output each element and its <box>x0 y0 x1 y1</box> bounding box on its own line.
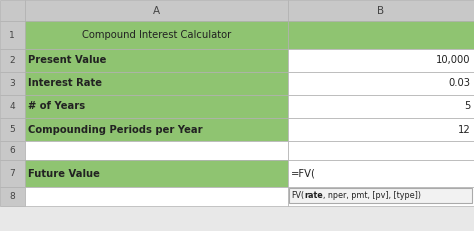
Bar <box>288 160 474 187</box>
Bar <box>25 21 288 49</box>
Bar <box>288 118 474 141</box>
Bar <box>289 188 472 203</box>
Bar <box>288 72 474 95</box>
Text: , nper, pmt, [pv], [type]): , nper, pmt, [pv], [type]) <box>323 191 421 200</box>
Bar <box>288 21 474 49</box>
Text: 0.03: 0.03 <box>449 78 471 88</box>
Text: =FV(: =FV( <box>291 169 316 179</box>
Text: 5: 5 <box>9 125 15 134</box>
Text: 1: 1 <box>9 31 15 40</box>
Bar <box>0 72 25 95</box>
Text: A: A <box>153 6 160 16</box>
Bar <box>25 141 288 160</box>
Bar <box>0 187 25 206</box>
Text: Compounding Periods per Year: Compounding Periods per Year <box>28 125 202 135</box>
Text: # of Years: # of Years <box>28 101 85 112</box>
Bar <box>0 0 25 21</box>
Bar <box>288 187 474 206</box>
Text: 12: 12 <box>458 125 471 135</box>
Text: 10,000: 10,000 <box>436 55 471 65</box>
Bar <box>0 160 25 187</box>
Bar <box>288 49 474 72</box>
Bar <box>25 95 288 118</box>
Text: 6: 6 <box>9 146 15 155</box>
Bar <box>25 0 288 21</box>
Bar <box>25 49 288 72</box>
Text: Interest Rate: Interest Rate <box>28 78 102 88</box>
Bar <box>0 49 25 72</box>
Text: Compound Interest Calculator: Compound Interest Calculator <box>82 30 231 40</box>
Text: B: B <box>377 6 384 16</box>
Text: rate: rate <box>304 191 323 200</box>
Text: 8: 8 <box>9 192 15 201</box>
Bar <box>0 21 25 49</box>
Text: FV(: FV( <box>292 191 304 200</box>
Bar <box>288 141 474 160</box>
Bar <box>288 95 474 118</box>
Text: 7: 7 <box>9 169 15 178</box>
Text: 3: 3 <box>9 79 15 88</box>
Bar <box>0 118 25 141</box>
Bar <box>0 141 25 160</box>
Bar <box>0 95 25 118</box>
Text: 4: 4 <box>9 102 15 111</box>
Text: Present Value: Present Value <box>28 55 106 65</box>
Bar <box>25 118 288 141</box>
Text: 2: 2 <box>9 56 15 65</box>
Bar <box>25 72 288 95</box>
Bar <box>25 160 288 187</box>
Bar <box>288 0 474 21</box>
Text: 5: 5 <box>465 101 471 112</box>
Bar <box>25 187 288 206</box>
Text: Future Value: Future Value <box>28 169 100 179</box>
